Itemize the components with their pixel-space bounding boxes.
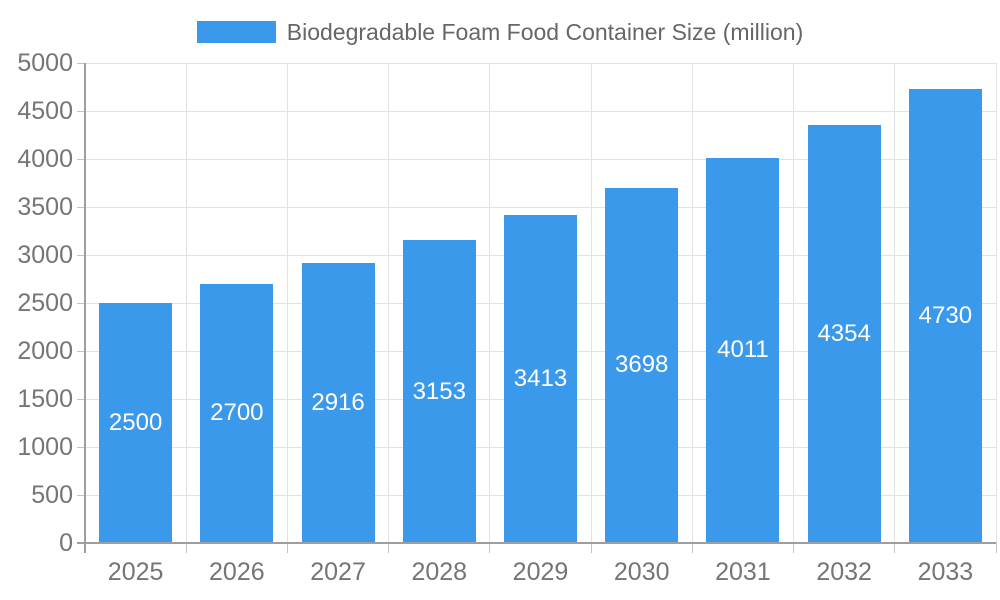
x-tick <box>489 543 491 553</box>
x-axis-label-2030: 2030 <box>613 558 670 586</box>
x-tick <box>185 543 187 553</box>
x-axis-label-2027: 2027 <box>310 558 366 586</box>
x-axis-line <box>77 542 996 544</box>
x-tick <box>894 543 896 553</box>
gridline-v <box>691 63 693 543</box>
gridline-v <box>894 63 896 543</box>
gridline-v <box>286 63 288 543</box>
gridline-h <box>85 62 996 64</box>
gridline-v <box>489 63 491 543</box>
y-tick <box>77 398 85 400</box>
y-tick <box>77 206 85 208</box>
y-axis-label-5000: 5000 <box>17 49 73 77</box>
gridline-v <box>995 63 997 543</box>
bar-2033[interactable] <box>908 88 982 543</box>
x-axis-label-2032: 2032 <box>816 558 872 586</box>
y-tick <box>77 254 85 256</box>
y-tick <box>77 302 85 304</box>
y-tick <box>77 62 85 64</box>
bar-2030[interactable] <box>605 187 679 543</box>
x-axis-label-2031: 2031 <box>715 558 771 586</box>
bar-2027[interactable] <box>301 263 375 543</box>
y-axis-label-3500: 3500 <box>17 193 73 221</box>
gridline-h <box>85 110 996 112</box>
x-tick <box>691 543 693 553</box>
y-axis-label-2500: 2500 <box>17 289 73 317</box>
y-axis-label-2000: 2000 <box>17 337 73 365</box>
gridline-v <box>793 63 795 543</box>
y-axis-label-1000: 1000 <box>17 433 73 461</box>
legend-swatch <box>196 21 276 43</box>
bar-2031[interactable] <box>706 157 780 543</box>
x-tick <box>793 543 795 553</box>
x-tick <box>590 543 592 553</box>
y-axis-label-4500: 4500 <box>17 97 73 125</box>
x-tick <box>286 543 288 553</box>
x-tick <box>388 543 390 553</box>
y-tick <box>77 158 85 160</box>
y-axis-label-4000: 4000 <box>17 145 73 173</box>
y-axis-label-500: 500 <box>31 481 73 509</box>
x-axis-label-2029: 2029 <box>512 558 569 586</box>
legend[interactable]: Biodegradable Foam Food Container Size (… <box>0 18 1000 46</box>
y-axis-label-3000: 3000 <box>17 241 73 269</box>
legend-label: Biodegradable Foam Food Container Size (… <box>286 18 804 45</box>
y-axis-line <box>84 63 86 553</box>
y-tick <box>77 350 85 352</box>
bar-2026[interactable] <box>200 283 274 543</box>
bar-2032[interactable] <box>807 125 881 543</box>
y-tick <box>77 446 85 448</box>
x-tick <box>995 543 997 553</box>
gridline-v <box>590 63 592 543</box>
bar-2028[interactable] <box>402 240 476 543</box>
x-axis-label-2026: 2026 <box>209 558 265 586</box>
bar-2025[interactable] <box>99 303 173 543</box>
gridline-h <box>85 206 996 208</box>
x-axis-label-2028: 2028 <box>411 558 468 586</box>
gridline-h <box>85 158 996 160</box>
y-tick <box>77 110 85 112</box>
bar-2029[interactable] <box>504 215 577 543</box>
x-axis-label-2025: 2025 <box>107 558 164 586</box>
gridline-v <box>185 63 187 543</box>
x-axis-label-2033: 2033 <box>917 558 974 586</box>
y-tick <box>77 494 85 496</box>
y-axis-label-1500: 1500 <box>17 385 73 413</box>
y-axis-label-0: 0 <box>59 529 73 557</box>
gridline-v <box>388 63 390 543</box>
